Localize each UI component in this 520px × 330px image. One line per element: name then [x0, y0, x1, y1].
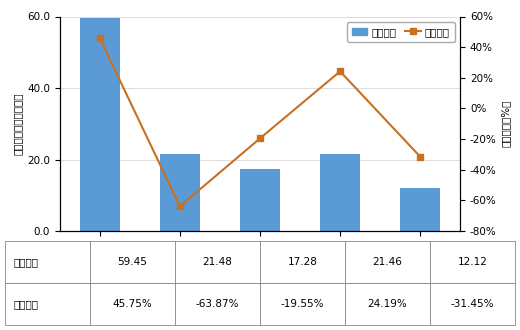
Legend: 进口金额, 同比增长: 进口金额, 同比增长	[347, 22, 455, 42]
Y-axis label: 进口金额（百万美元）: 进口金额（百万美元）	[13, 92, 23, 155]
Bar	[320, 154, 360, 231]
Y-axis label: 同比增速（%）: 同比增速（%）	[501, 100, 511, 148]
Bar	[240, 169, 280, 231]
Bar	[400, 188, 440, 231]
Bar	[80, 18, 120, 231]
Bar	[160, 154, 200, 231]
